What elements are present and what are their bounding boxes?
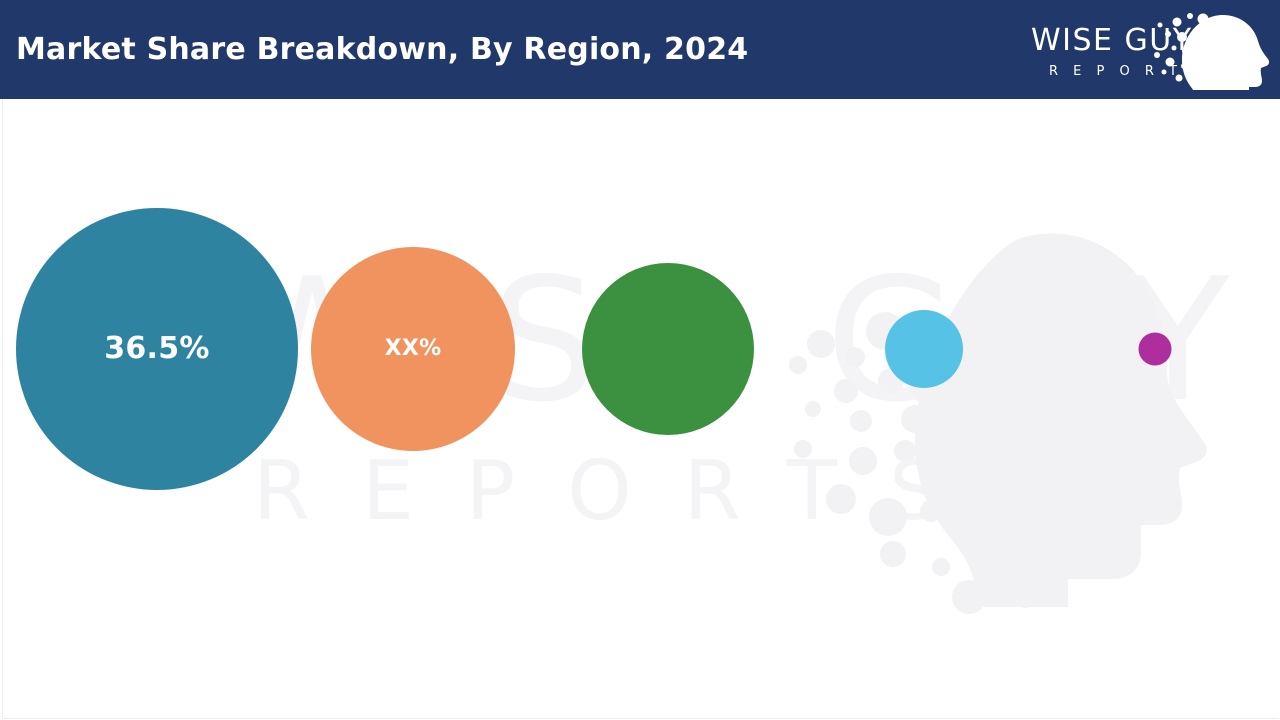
- bubble-plot: 36.5% XX%: [3, 99, 1279, 659]
- head-silhouette-icon: [1182, 14, 1270, 90]
- logo-wordmark-primary: WISE GUY: [1031, 23, 1193, 58]
- logo-dot-cloud-icon: [1154, 12, 1212, 81]
- bubble-europe[interactable]: XX%: [311, 247, 515, 451]
- bubble-mea[interactable]: [1138, 332, 1172, 366]
- bubble-south-america[interactable]: [885, 310, 963, 388]
- bubble-value-europe: XX%: [384, 336, 442, 361]
- wise-guy-reports-logo: WISE GUY R E P O R T S: [1027, 10, 1272, 90]
- bubble-north-america[interactable]: 36.5%: [16, 208, 298, 490]
- logo-wordmark-secondary: R E P O R T S: [1049, 64, 1206, 79]
- chart-canvas: WISE GUY REPORTS: [2, 99, 1279, 719]
- page-title: Market Share Breakdown, By Region, 2024: [16, 32, 749, 67]
- header-bar: Market Share Breakdown, By Region, 2024 …: [0, 0, 1280, 99]
- logo-svg: WISE GUY R E P O R T S: [1031, 12, 1270, 90]
- bubble-value-north-america: 36.5%: [104, 331, 210, 366]
- bubble-apac[interactable]: [582, 263, 754, 435]
- category-axis: North America Europe APAC South America …: [3, 659, 1279, 718]
